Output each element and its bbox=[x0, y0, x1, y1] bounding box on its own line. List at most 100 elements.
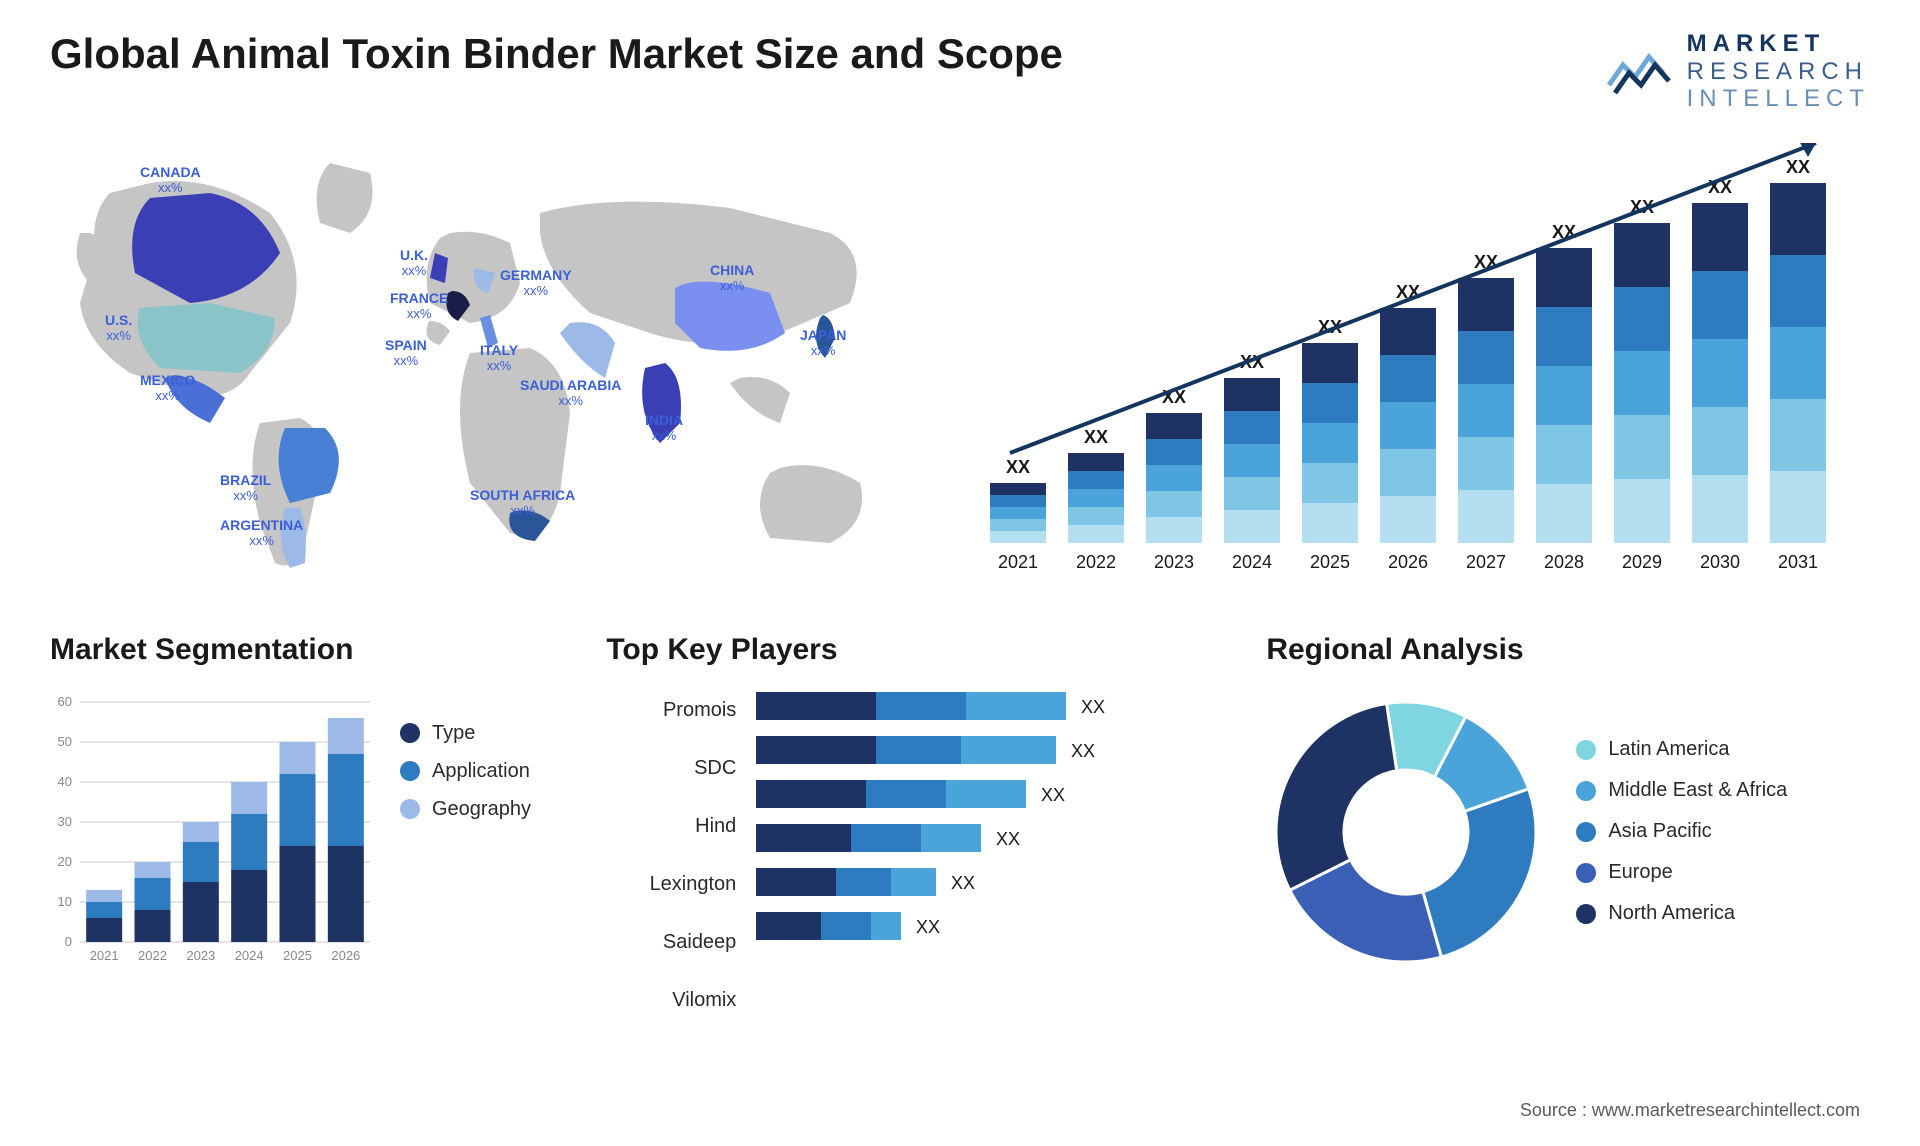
growth-svg: XX2021XX2022XX2023XX2024XX2025XX2026XX20… bbox=[970, 143, 1870, 583]
svg-text:XX: XX bbox=[1084, 427, 1108, 447]
legend-label: Latin America bbox=[1608, 738, 1729, 761]
svg-text:2026: 2026 bbox=[1388, 552, 1428, 572]
legend-swatch bbox=[1576, 863, 1596, 883]
svg-text:2030: 2030 bbox=[1700, 552, 1740, 572]
svg-text:XX: XX bbox=[916, 917, 940, 937]
svg-text:2024: 2024 bbox=[235, 948, 264, 963]
map-label: MEXICOxx% bbox=[140, 373, 195, 404]
logo: MARKET RESEARCH INTELLECT bbox=[1605, 30, 1870, 113]
svg-text:XX: XX bbox=[1081, 697, 1105, 717]
regional-section: Regional Analysis Latin America Middle Ea… bbox=[1266, 633, 1870, 1030]
map-label: U.S.xx% bbox=[105, 313, 132, 344]
svg-text:60: 60 bbox=[58, 694, 72, 709]
svg-text:2023: 2023 bbox=[186, 948, 215, 963]
legend-item: North America bbox=[1576, 902, 1787, 925]
legend-item: Geography bbox=[400, 798, 531, 821]
svg-text:2022: 2022 bbox=[138, 948, 167, 963]
svg-text:2028: 2028 bbox=[1544, 552, 1584, 572]
legend-item: Europe bbox=[1576, 861, 1787, 884]
player-name: Saideep bbox=[606, 928, 736, 972]
legend-swatch bbox=[1576, 822, 1596, 842]
legend-label: Middle East & Africa bbox=[1608, 779, 1787, 802]
players-chart: XXXXXXXXXXXX bbox=[756, 692, 1216, 972]
map-label: SOUTH AFRICAxx% bbox=[470, 488, 575, 519]
regional-donut bbox=[1266, 692, 1546, 972]
growth-chart: XX2021XX2022XX2023XX2024XX2025XX2026XX20… bbox=[970, 143, 1870, 583]
legend-item: Latin America bbox=[1576, 738, 1787, 761]
player-name: Lexington bbox=[606, 870, 736, 914]
logo-icon bbox=[1605, 43, 1675, 99]
legend-label: Type bbox=[432, 722, 475, 745]
player-name: Vilomix bbox=[606, 986, 736, 1030]
svg-text:2025: 2025 bbox=[283, 948, 312, 963]
segmentation-svg: 0 10 20 30 40 50 60 2021 2022 2023 2024 2025 2026 bbox=[50, 692, 390, 982]
svg-text:XX: XX bbox=[951, 873, 975, 893]
map-label: ITALYxx% bbox=[480, 343, 518, 374]
svg-text:XX: XX bbox=[1071, 741, 1095, 761]
players-title: Top Key Players bbox=[606, 633, 1216, 667]
logo-line-1: MARKET bbox=[1687, 30, 1870, 58]
svg-text:XX: XX bbox=[996, 829, 1020, 849]
players-section: Top Key Players PromoisSDCHindLexingtonS… bbox=[606, 633, 1216, 1030]
map-label: SPAINxx% bbox=[385, 338, 427, 369]
map-label: U.K.xx% bbox=[400, 248, 428, 279]
segmentation-legend: Type Application Geography bbox=[400, 692, 531, 972]
legend-swatch bbox=[1576, 904, 1596, 924]
legend-label: Europe bbox=[1608, 861, 1673, 884]
donut-svg bbox=[1266, 692, 1546, 972]
regional-legend: Latin America Middle East & Africa Asia Pa… bbox=[1576, 738, 1787, 925]
legend-label: Geography bbox=[432, 798, 531, 821]
map-label: FRANCExx% bbox=[390, 291, 448, 322]
svg-text:XX: XX bbox=[1006, 457, 1030, 477]
svg-text:2021: 2021 bbox=[90, 948, 119, 963]
map-label: INDIAxx% bbox=[645, 413, 683, 444]
legend-label: Asia Pacific bbox=[1608, 820, 1711, 843]
map-label: SAUDI ARABIAxx% bbox=[520, 378, 621, 409]
segmentation-chart: 0 10 20 30 40 50 60 2021 2022 2023 2024 2025 2026 bbox=[50, 692, 370, 972]
map-label: CANADAxx% bbox=[140, 165, 201, 196]
player-name: Hind bbox=[606, 812, 736, 856]
legend-swatch bbox=[1576, 781, 1596, 801]
logo-line-2: RESEARCH bbox=[1687, 58, 1870, 86]
map-label: GERMANYxx% bbox=[500, 268, 572, 299]
regional-title: Regional Analysis bbox=[1266, 633, 1870, 667]
svg-text:10: 10 bbox=[58, 894, 72, 909]
legend-swatch bbox=[1576, 740, 1596, 760]
legend-item: Application bbox=[400, 760, 531, 783]
map-label: ARGENTINAxx% bbox=[220, 518, 303, 549]
world-map: CANADAxx% U.S.xx% MEXICOxx% BRAZILxx% ARGENT… bbox=[50, 143, 930, 583]
segmentation-title: Market Segmentation bbox=[50, 633, 556, 667]
svg-text:2025: 2025 bbox=[1310, 552, 1350, 572]
svg-text:2021: 2021 bbox=[998, 552, 1038, 572]
svg-text:2029: 2029 bbox=[1622, 552, 1662, 572]
legend-swatch bbox=[400, 799, 420, 819]
svg-text:2026: 2026 bbox=[331, 948, 360, 963]
segmentation-section: Market Segmentation 0 10 20 30 40 50 60 2021 202… bbox=[50, 633, 556, 1030]
svg-text:2031: 2031 bbox=[1778, 552, 1818, 572]
legend-label: Application bbox=[432, 760, 530, 783]
legend-label: North America bbox=[1608, 902, 1735, 925]
svg-text:50: 50 bbox=[58, 734, 72, 749]
map-label: CHINAxx% bbox=[710, 263, 754, 294]
legend-swatch bbox=[400, 761, 420, 781]
page-title: Global Animal Toxin Binder Market Size a… bbox=[50, 30, 1063, 78]
svg-text:2023: 2023 bbox=[1154, 552, 1194, 572]
svg-text:XX: XX bbox=[1786, 157, 1810, 177]
player-name: Promois bbox=[606, 696, 736, 740]
source-text: Source : www.marketresearchintellect.com bbox=[1520, 1100, 1860, 1121]
map-label: BRAZILxx% bbox=[220, 473, 271, 504]
legend-item: Asia Pacific bbox=[1576, 820, 1787, 843]
svg-text:20: 20 bbox=[58, 854, 72, 869]
svg-text:2027: 2027 bbox=[1466, 552, 1506, 572]
legend-item: Middle East & Africa bbox=[1576, 779, 1787, 802]
svg-text:2022: 2022 bbox=[1076, 552, 1116, 572]
svg-text:0: 0 bbox=[65, 934, 72, 949]
svg-text:30: 30 bbox=[58, 814, 72, 829]
players-svg: XXXXXXXXXXXX bbox=[756, 692, 1216, 972]
legend-item: Type bbox=[400, 722, 531, 745]
map-label: JAPANxx% bbox=[800, 328, 846, 359]
players-labels: PromoisSDCHindLexingtonSaideepVilomix bbox=[606, 692, 736, 1030]
logo-line-3: INTELLECT bbox=[1687, 85, 1870, 113]
svg-text:2024: 2024 bbox=[1232, 552, 1272, 572]
svg-text:40: 40 bbox=[58, 774, 72, 789]
